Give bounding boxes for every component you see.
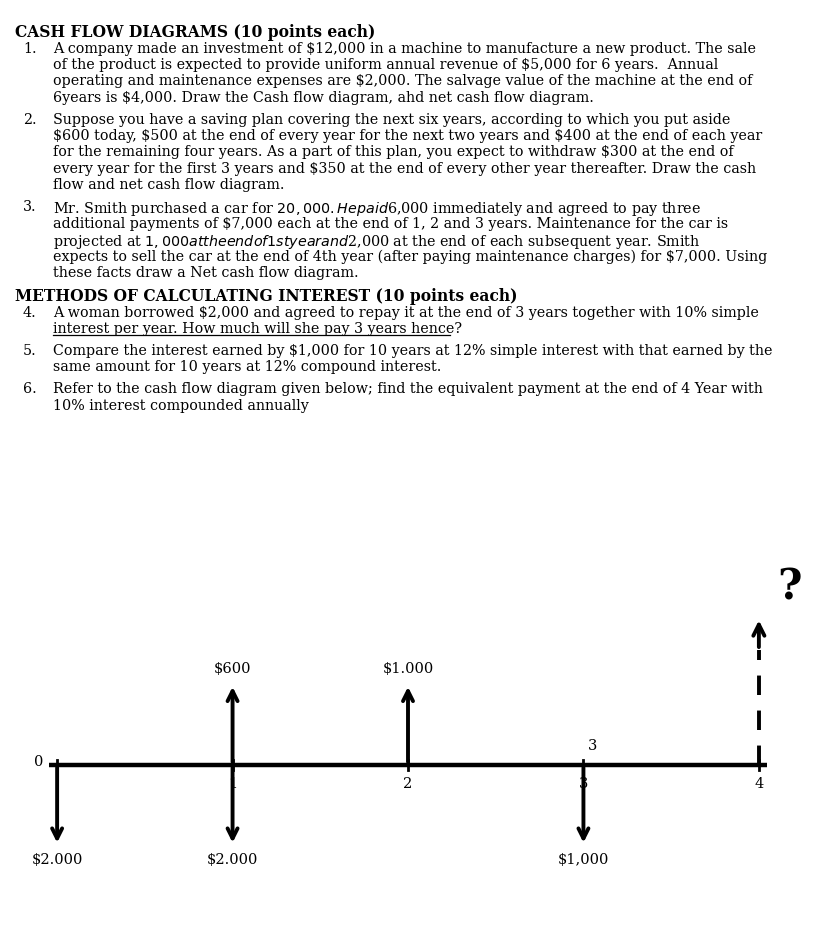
Text: $2.000: $2.000 (207, 853, 258, 867)
Text: 6years is $4,000. Draw the Cash flow diagram, ahd net cash flow diagram.: 6years is $4,000. Draw the Cash flow dia… (53, 91, 594, 104)
Text: $600 today, $500 at the end of every year for the next two years and $400 at the: $600 today, $500 at the end of every yea… (53, 129, 762, 143)
Text: 3: 3 (588, 739, 596, 753)
Text: Compare the interest earned by $1,000 for 10 years at 12% simple interest with t: Compare the interest earned by $1,000 fo… (53, 344, 773, 358)
Text: A woman borrowed $2,000 and agreed to repay it at the end of 3 years together wi: A woman borrowed $2,000 and agreed to re… (53, 306, 712, 319)
Text: 5.: 5. (23, 344, 37, 358)
Text: $600: $600 (214, 662, 251, 676)
Text: 0: 0 (34, 755, 44, 769)
Text: METHODS OF CALCULATING INTEREST (10 points each): METHODS OF CALCULATING INTEREST (10 poin… (15, 288, 517, 305)
Text: A woman borrowed $2,000 and agreed to repay it at the end of 3 years together wi: A woman borrowed $2,000 and agreed to re… (53, 306, 759, 319)
Text: flow and net cash flow diagram.: flow and net cash flow diagram. (53, 179, 285, 192)
Text: Refer to the cash flow diagram given below; find the equivalent payment at the e: Refer to the cash flow diagram given bel… (53, 382, 763, 396)
Text: ?: ? (777, 566, 801, 608)
Text: every year for the first 3 years and $350 at the end of every other year thereaf: every year for the first 3 years and $35… (53, 162, 756, 176)
Text: 10% interest compounded annually: 10% interest compounded annually (53, 399, 308, 412)
Text: $1,000: $1,000 (558, 853, 609, 867)
Text: same amount for 10 years at 12% compound interest.: same amount for 10 years at 12% compound… (53, 360, 441, 374)
Text: $2.000: $2.000 (32, 853, 82, 867)
Text: 1.: 1. (23, 42, 37, 56)
Text: 2.: 2. (23, 113, 37, 126)
Text: for the remaining four years. As a part of this plan, you expect to withdraw $30: for the remaining four years. As a part … (53, 145, 734, 160)
Text: 4: 4 (754, 777, 764, 791)
Text: these facts draw a Net cash flow diagram.: these facts draw a Net cash flow diagram… (53, 266, 359, 279)
Text: CASH FLOW DIAGRAMS (10 points each): CASH FLOW DIAGRAMS (10 points each) (15, 24, 375, 41)
Text: additional payments of $7,000 each at the end of 1, 2 and 3 years. Maintenance f: additional payments of $7,000 each at th… (53, 217, 728, 231)
Text: operating and maintenance expenses are $2,000. The salvage value of the machine : operating and maintenance expenses are $… (53, 74, 752, 88)
Text: Mr. Smith purchased a car for $20,000. He paid $6,000 immediately and agreed to : Mr. Smith purchased a car for $20,000. H… (53, 200, 701, 218)
Text: 3.: 3. (23, 200, 37, 214)
Text: 6.: 6. (23, 382, 37, 396)
Text: 4.: 4. (23, 306, 37, 319)
Text: A company made an investment of $12,000 in a machine to manufacture a new produc: A company made an investment of $12,000 … (53, 42, 756, 56)
Text: interest per year. How much will she pay 3 years hence?: interest per year. How much will she pay… (53, 322, 462, 336)
Text: Suppose you have a saving plan covering the next six years, according to which y: Suppose you have a saving plan covering … (53, 113, 730, 126)
Text: $1.000: $1.000 (383, 662, 433, 676)
Text: 1: 1 (228, 777, 237, 791)
Text: of the product is expected to provide uniform annual revenue of $5,000 for 6 yea: of the product is expected to provide un… (53, 58, 718, 72)
Text: expects to sell the car at the end of 4th year (after paying maintenance charges: expects to sell the car at the end of 4t… (53, 249, 767, 263)
Text: 3: 3 (579, 777, 588, 791)
Text: 2: 2 (403, 777, 413, 791)
Text: projected at $1,000 at the end of 1st year and $2,000 at the end of each subsequ: projected at $1,000 at the end of 1st ye… (53, 233, 700, 251)
